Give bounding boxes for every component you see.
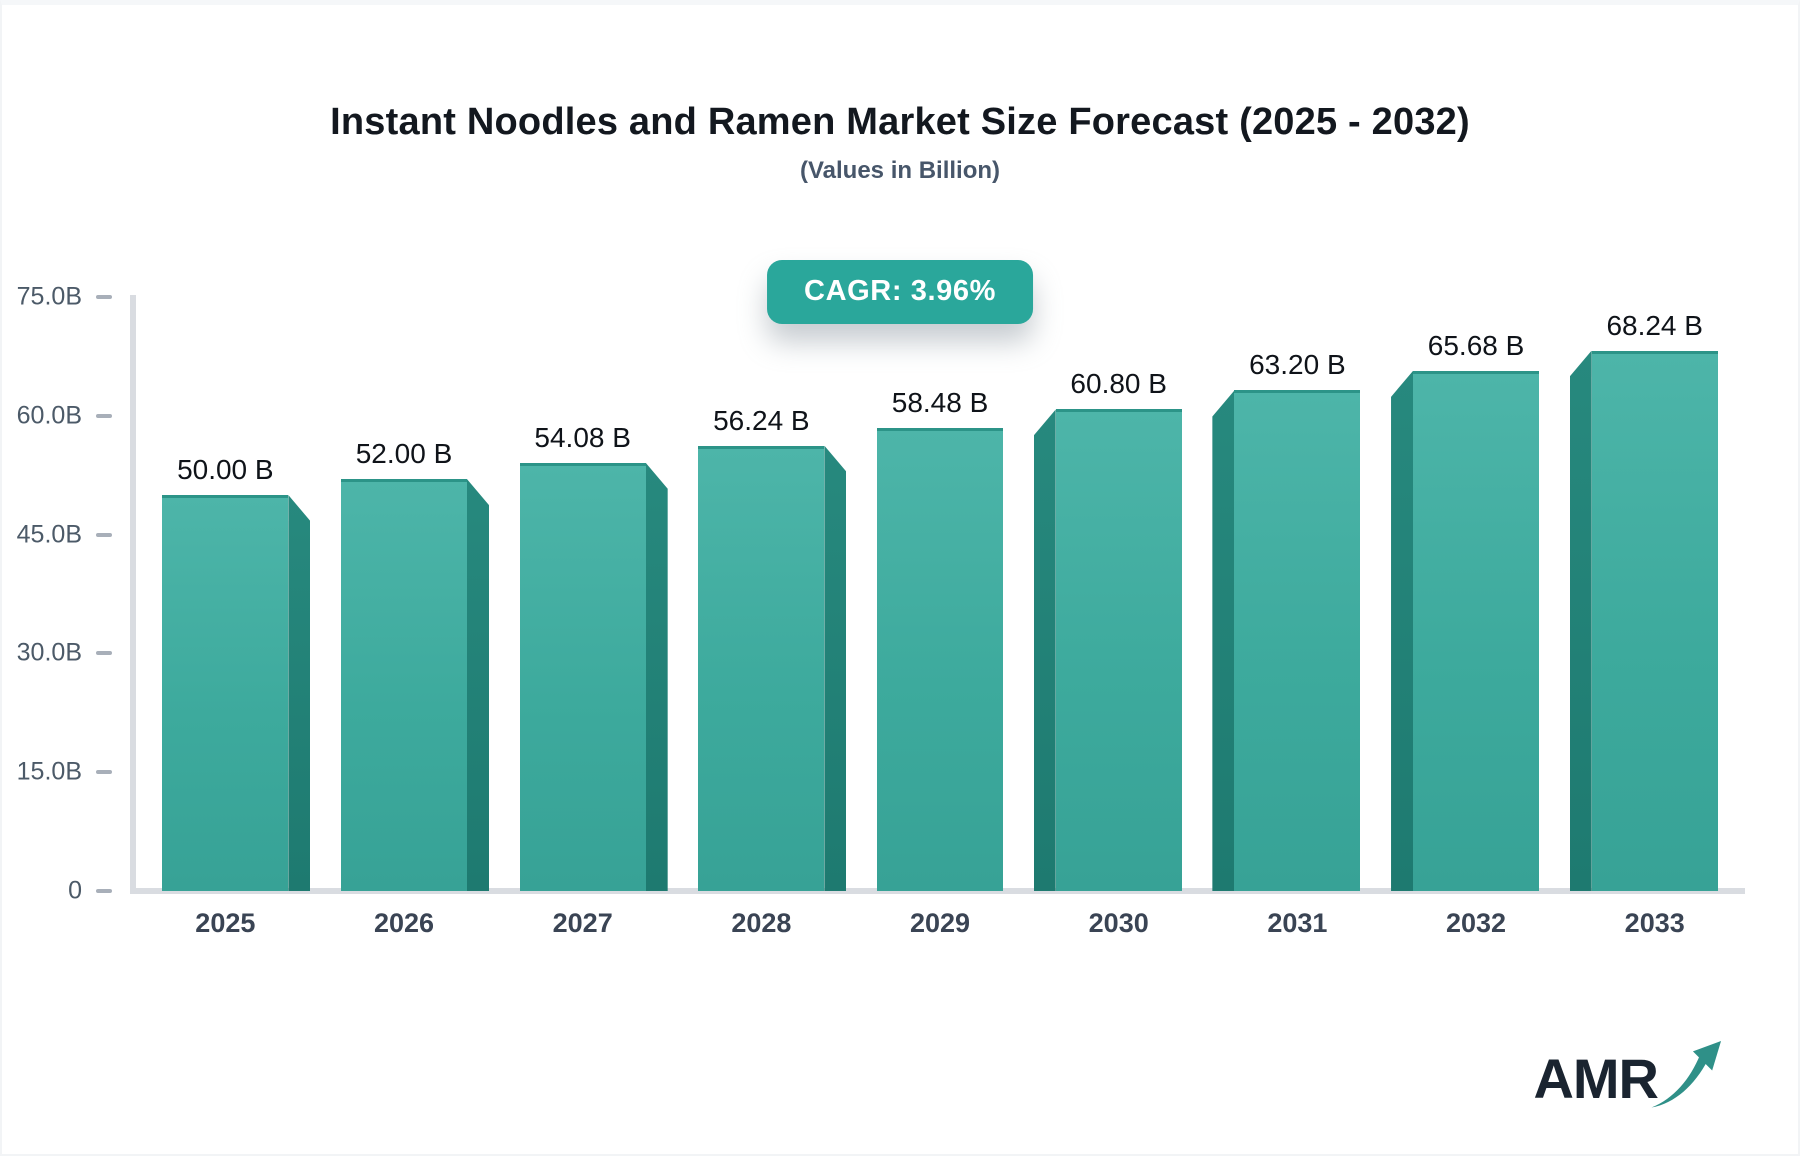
y-tick-mark [96,889,112,893]
bar-slot: 56.24 B [672,405,851,891]
bar-value-label: 65.68 B [1427,329,1525,361]
bar-value-label: 60.80 B [1070,368,1167,400]
bar-value-label: 52.00 B [355,438,453,470]
x-label-slot: 2029 [851,908,1030,939]
x-tick-label: 2028 [731,908,792,938]
y-tick-mark [96,532,112,537]
bar-face [877,427,1004,891]
x-tick-label: 2032 [1446,908,1507,938]
x-axis-line [130,888,1745,894]
bar-face [698,445,825,891]
page-subtitle: (Values in Billion) [799,157,1001,184]
bar-2031[interactable] [1212,390,1361,891]
y-axis-line [130,295,136,892]
bar-face [1234,390,1361,891]
bar-2033[interactable] [1569,350,1718,891]
bar-slot: 63.20 B [1208,349,1387,891]
bar-2027[interactable] [519,462,668,891]
y-tick-mark [96,770,112,775]
y-tick-label: 0 [68,876,82,905]
x-tick-label: 2031 [1267,908,1328,938]
amr-logo-text: AMR [1533,1046,1659,1110]
bar-face [1413,370,1540,891]
bar-2028[interactable] [698,445,847,891]
bar-3d-side [1391,370,1414,891]
x-label-slot: 2030 [1029,908,1208,939]
bar-slot: 60.80 B [1029,368,1208,891]
y-tick-label: 30.0B [16,638,82,667]
x-axis-labels: 2025 2026 2027 2028 2029 2030 2031 2032 2033 [136,908,1744,939]
bar-slot: 68.24 B [1565,310,1744,891]
amr-logo: AMR [1533,1040,1724,1112]
bar-3d-side [467,479,489,891]
x-tick-label: 2027 [552,908,613,938]
bar-value-label: 58.48 B [891,386,989,418]
bar-value-label: 63.20 B [1249,349,1346,381]
bar-3d-side [824,445,847,891]
x-tick-label: 2026 [373,908,435,938]
bar-value-label: 68.24 B [1606,309,1703,341]
y-tick-mark [96,295,112,299]
bar-value-label: 50.00 B [177,454,274,485]
bar-2029[interactable] [877,427,1004,891]
bar-slot: 50.00 B [136,454,315,891]
bar-2030[interactable] [1033,409,1182,891]
page-title: Instant Noodles and Ramen Market Size Fo… [330,101,1470,143]
bars-row: 50.00 B 52.00 B 54.08 B 56.24 B 58.48 B 60.80… [136,297,1744,891]
cagr-badge: CAGR: 3.96% [767,260,1033,324]
bar-3d-side [288,495,311,891]
x-label-slot: 2027 [493,908,672,939]
x-label-slot: 2028 [672,908,851,939]
bar-2025[interactable] [162,495,311,891]
x-tick-label: 2029 [909,908,971,938]
x-label-slot: 2031 [1208,908,1387,939]
x-label-slot: 2032 [1387,908,1566,939]
bar-face [519,462,646,891]
y-tick-label: 60.0B [16,401,82,430]
x-tick-label: 2030 [1088,908,1149,938]
bar-face [162,495,289,891]
y-tick-mark [96,413,112,418]
bar-slot: 58.48 B [851,387,1030,891]
y-tick-label: 75.0B [16,282,82,311]
y-tick-label: 15.0B [16,757,82,786]
bar-3d-side [1212,390,1235,891]
bar-face [1055,409,1182,891]
x-tick-label: 2033 [1624,908,1685,938]
x-label-slot: 2033 [1565,908,1744,939]
bar-2026[interactable] [341,479,489,891]
x-label-slot: 2026 [315,908,494,939]
bar-chart: 75.0B 60.0B 45.0B 30.0B 15.0B 0 50.00 B 52.00 … [2,5,1798,1154]
bar-slot: 52.00 B [315,438,494,891]
bar-3d-side [1033,409,1056,891]
bar-2032[interactable] [1391,370,1540,891]
y-tick-label: 45.0B [16,520,82,549]
bar-slot: 54.08 B [493,422,672,891]
growth-arrow-icon [1651,1040,1722,1108]
bar-3d-side [645,462,668,891]
bar-value-label: 56.24 B [713,404,810,436]
bar-slot: 65.68 B [1387,330,1566,891]
bar-value-label: 54.08 B [534,421,631,453]
x-tick-label: 2025 [195,908,256,938]
bar-face [341,479,467,891]
y-tick-mark [96,651,112,656]
x-label-slot: 2025 [136,908,315,939]
bar-3d-side [1569,350,1592,891]
bar-face [1591,350,1718,891]
